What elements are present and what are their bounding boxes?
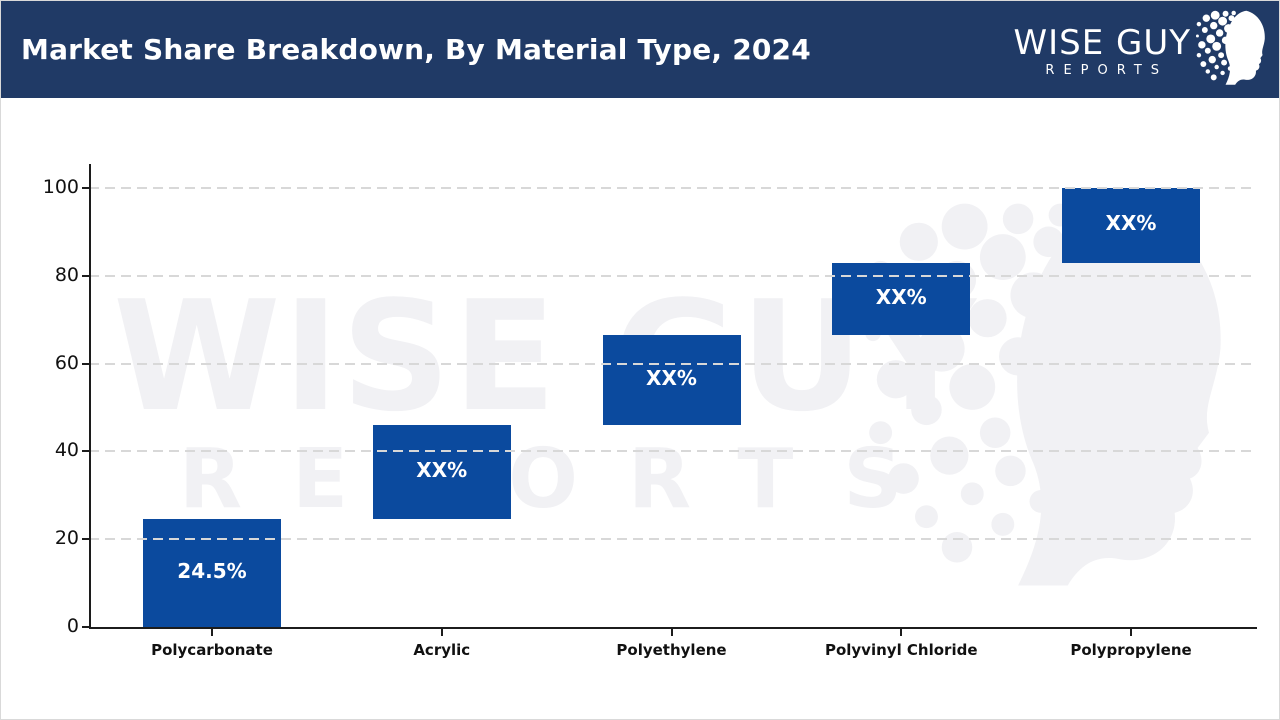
x-axis-label-polyethylene: Polyethylene (616, 641, 727, 659)
bar-value-label-polyvinyl-chloride: XX% (875, 284, 927, 309)
bar-polycarbonate (143, 519, 281, 627)
x-axis-label-polyvinyl-chloride: Polyvinyl Chloride (824, 641, 978, 659)
bar-value-label-acrylic: XX% (416, 458, 468, 483)
bar-value-label-polycarbonate: 24.5% (177, 559, 247, 584)
header-bar: Market Share Breakdown, By Material Type… (1, 1, 1279, 98)
dotted-face-profile-icon (1195, 10, 1265, 85)
x-tick-polyethylene (670, 629, 673, 636)
logo-wordmark: WISE GUY REPORTS (1013, 26, 1191, 77)
chart-title: Market Share Breakdown, By Material Type… (21, 33, 811, 66)
y-tick-80 (82, 274, 89, 277)
logo-reports-text: REPORTS (1045, 63, 1169, 78)
x-tick-polypropylene (1130, 629, 1132, 636)
logo-brand-text: WISE GUY (1013, 23, 1191, 63)
y-tick-label-80: 80 (54, 263, 79, 286)
y-tick-label-20: 20 (54, 527, 79, 550)
y-gridline-100 (89, 187, 1257, 189)
x-tick-polycarbonate (211, 629, 213, 636)
y-axis-line (89, 164, 91, 629)
bar-polyethylene (602, 335, 741, 426)
y-tick-label-40: 40 (54, 439, 79, 462)
y-tick-40 (82, 450, 89, 453)
bar-acrylic (372, 425, 511, 520)
x-axis-label-polypropylene: Polypropylene (1070, 641, 1192, 659)
x-tick-acrylic (440, 629, 443, 636)
y-gridline-40 (89, 450, 1257, 453)
y-tick-20 (82, 538, 89, 541)
y-gridline-60 (89, 362, 1257, 365)
y-tick-100 (82, 187, 89, 189)
wise-guy-logo: WISE GUY REPORTS (1013, 8, 1267, 92)
x-tick-polyvinyl-chloride (900, 629, 903, 636)
bar-value-label-polypropylene: XX% (1105, 211, 1157, 236)
x-axis-line (89, 627, 1257, 629)
y-gridline-20 (89, 538, 1257, 541)
y-tick-60 (82, 362, 89, 365)
y-gridline-80 (89, 274, 1257, 277)
y-tick-0 (82, 626, 89, 628)
y-tick-label-100: 100 (42, 176, 79, 198)
x-axis-label-polycarbonate: Polycarbonate (151, 641, 273, 659)
y-tick-label-60: 60 (54, 351, 79, 374)
y-tick-label-0: 0 (66, 615, 79, 637)
bar-value-label-polyethylene: XX% (646, 366, 697, 391)
x-axis-label-acrylic: Acrylic (413, 641, 471, 659)
